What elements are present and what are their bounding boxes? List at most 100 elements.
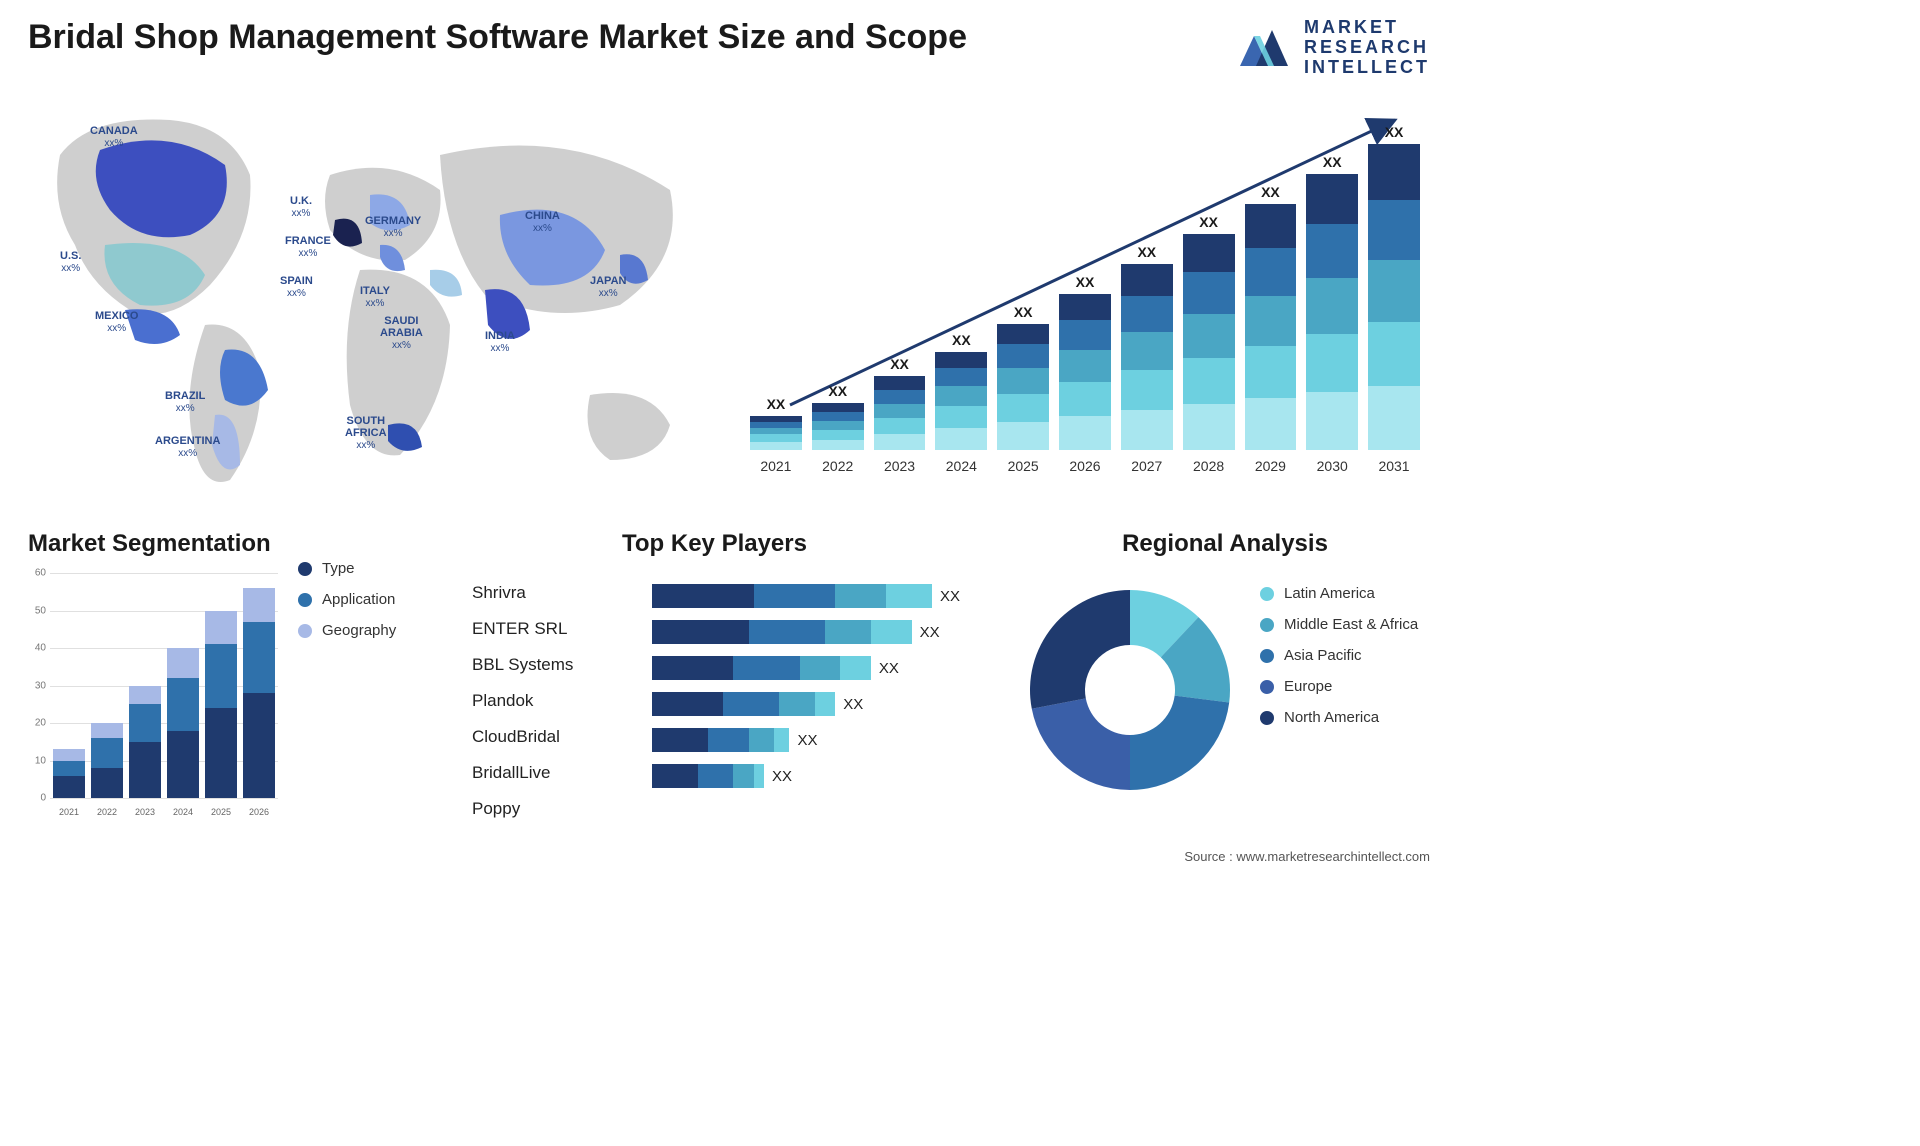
growth-value-label: XX [828,383,847,399]
country-label: FRANCExx% [285,235,331,259]
regional-legend: Latin America Middle East & Africa Asia Pa… [1260,585,1418,740]
growth-value-label: XX [1014,304,1033,320]
seg-year-label: 2024 [167,807,199,817]
country-label: CANADAxx% [90,125,138,149]
country-label: U.S.xx% [60,250,81,274]
keyplayer-name: BridallLive [472,755,607,791]
growth-bar: XX [1368,124,1420,450]
growth-value-label: XX [767,396,786,412]
growth-bar: XX [935,332,987,450]
growth-bar: XX [1183,214,1235,450]
growth-year-label: 2023 [874,458,926,474]
regional-donut [1020,580,1240,800]
seg-y-tick: 0 [40,793,46,804]
growth-bar: XX [1245,184,1297,450]
growth-value-label: XX [890,356,909,372]
seg-bar [167,648,199,798]
keyplayer-name: Shrivra [472,575,607,611]
keyplayer-name: BBL Systems [472,647,607,683]
seg-y-tick: 40 [35,643,46,654]
seg-bar [129,686,161,799]
growth-year-label: 2022 [812,458,864,474]
keyplayer-bar: XX [652,650,982,686]
growth-value-label: XX [1323,154,1342,170]
legend-item: Latin America [1260,585,1418,602]
keyplayer-bar: XX [652,578,982,614]
logo-line2: RESEARCH [1304,38,1430,58]
seg-bar [205,611,237,799]
country-label: JAPANxx% [590,275,626,299]
country-label: GERMANYxx% [365,215,421,239]
seg-year-label: 2022 [91,807,123,817]
growth-year-label: 2026 [1059,458,1111,474]
seg-year-label: 2023 [129,807,161,817]
growth-value-label: XX [1385,124,1404,140]
country-label: SOUTHAFRICAxx% [345,415,387,451]
growth-value-label: XX [952,332,971,348]
seg-year-label: 2021 [53,807,85,817]
growth-value-label: XX [1199,214,1218,230]
growth-year-label: 2021 [750,458,802,474]
growth-year-label: 2027 [1121,458,1173,474]
segmentation-legend: Type Application Geography [298,560,396,653]
seg-year-label: 2025 [205,807,237,817]
keyplayers-title: Top Key Players [622,530,807,558]
country-label: ITALYxx% [360,285,390,309]
keyplayer-name: ENTER SRL [472,611,607,647]
donut-slice [1030,590,1130,709]
legend-item: Europe [1260,678,1418,695]
growth-bar: XX [1059,274,1111,450]
keyplayer-name: Plandok [472,683,607,719]
keyplayer-name: Poppy [472,791,607,827]
legend-item: North America [1260,709,1418,726]
growth-bar: XX [1306,154,1358,450]
logo-line1: MARKET [1304,18,1430,38]
seg-y-tick: 30 [35,680,46,691]
country-label: SAUDIARABIAxx% [380,315,423,351]
growth-value-label: XX [1137,244,1156,260]
legend-item: Geography [298,622,396,639]
country-label: SPAINxx% [280,275,313,299]
legend-item: Middle East & Africa [1260,616,1418,633]
world-map: CANADAxx%U.S.xx%MEXICOxx%BRAZILxx%ARGENT… [30,95,710,495]
growth-bar: XX [997,304,1049,450]
growth-bar: XX [750,396,802,450]
seg-bar [91,723,123,798]
country-label: ARGENTINAxx% [155,435,220,459]
country-label: CHINAxx% [525,210,560,234]
page-title: Bridal Shop Management Software Market S… [28,18,967,57]
growth-year-label: 2025 [997,458,1049,474]
growth-value-label: XX [1261,184,1280,200]
growth-year-label: 2029 [1245,458,1297,474]
keyplayers-bars: XXXXXXXXXXXX [652,578,982,794]
growth-year-label: 2030 [1306,458,1358,474]
regional-title: Regional Analysis [1010,530,1440,558]
seg-y-tick: 20 [35,718,46,729]
keyplayer-bar: XX [652,614,982,650]
growth-year-label: 2024 [935,458,987,474]
keyplayer-name: CloudBridal [472,719,607,755]
seg-y-tick: 60 [35,568,46,579]
segmentation-chart: 0102030405060 202120222023202420252026 [28,573,278,823]
donut-slice [1130,696,1229,790]
growth-value-label: XX [1076,274,1095,290]
country-label: BRAZILxx% [165,390,205,414]
seg-y-tick: 10 [35,755,46,766]
legend-item: Asia Pacific [1260,647,1418,664]
legend-item: Type [298,560,396,577]
keyplayer-bar: XX [652,686,982,722]
legend-item: Application [298,591,396,608]
growth-year-label: 2031 [1368,458,1420,474]
country-label: U.K.xx% [290,195,312,219]
growth-year-label: 2028 [1183,458,1235,474]
logo-line3: INTELLECT [1304,58,1430,78]
segmentation-title: Market Segmentation [28,530,458,558]
growth-bar: XX [812,383,864,450]
brand-logo: MARKET RESEARCH INTELLECT [1238,18,1430,77]
keyplayer-bar: XX [652,722,982,758]
growth-bar: XX [1121,244,1173,450]
segmentation-section: Market Segmentation 0102030405060 202120… [28,530,458,823]
regional-section: Regional Analysis Latin AmericaMiddle Ea… [1010,530,1440,558]
logo-icon [1238,22,1294,74]
seg-bar [53,749,85,798]
